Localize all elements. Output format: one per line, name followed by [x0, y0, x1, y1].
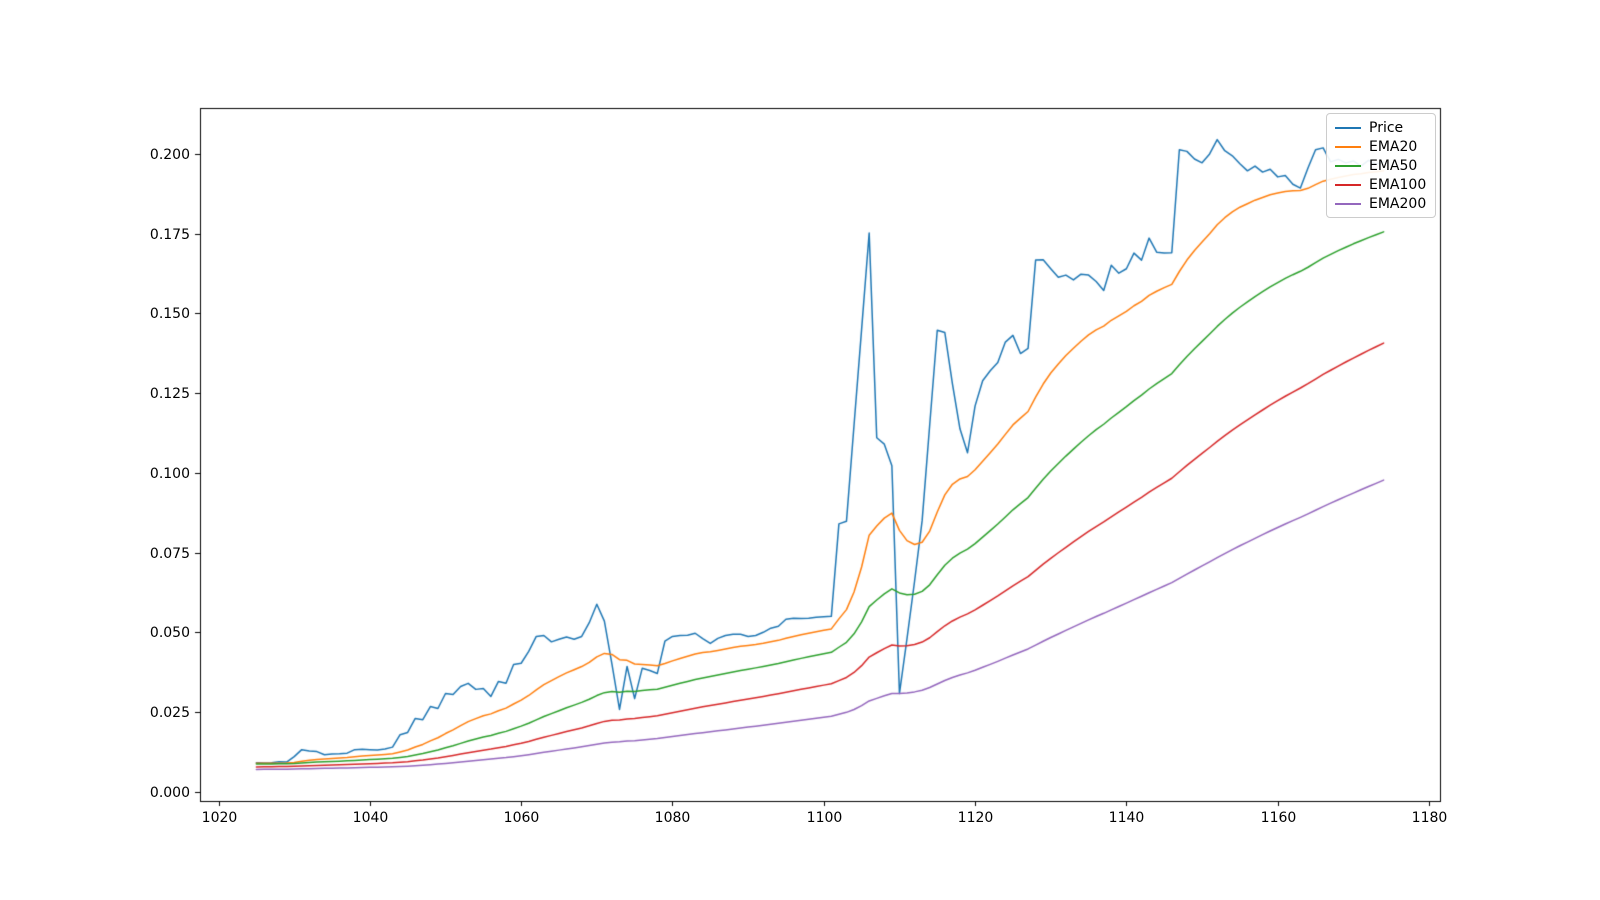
- y-tick-label: 0.100: [149, 465, 190, 482]
- x-tick-label: 1080: [654, 810, 691, 826]
- y-tick-label: 0.050: [149, 624, 190, 641]
- y-tick-label: 0.025: [149, 704, 190, 721]
- y-tick-label: 0.000: [149, 784, 190, 801]
- x-tick-label: 1040: [352, 810, 389, 826]
- legend-line-sample-icon: [1335, 164, 1361, 167]
- legend-entry-ema20: EMA20: [1335, 137, 1426, 156]
- legend-label: Price: [1369, 119, 1404, 136]
- legend-label: EMA20: [1369, 138, 1418, 155]
- x-tick-label: 1160: [1260, 810, 1297, 826]
- legend-entry-price: Price: [1335, 118, 1426, 137]
- y-tick-label: 0.200: [149, 146, 190, 163]
- legend-line-sample-icon: [1335, 126, 1361, 129]
- legend-line-sample-icon: [1335, 202, 1361, 205]
- x-tick-label: 1140: [1108, 810, 1145, 826]
- legend-line-sample-icon: [1335, 145, 1361, 148]
- x-tick-label: 1020: [201, 810, 238, 826]
- x-tick-label: 1060: [503, 810, 540, 826]
- legend-entry-ema100: EMA100: [1335, 175, 1426, 194]
- legend-line-sample-icon: [1335, 183, 1361, 186]
- y-tick-label: 0.075: [149, 545, 190, 562]
- legend-label: EMA50: [1369, 157, 1418, 174]
- y-tick-label: 0.175: [149, 226, 190, 243]
- y-tick-label: 0.125: [149, 385, 190, 402]
- legend-entry-ema200: EMA200: [1335, 194, 1426, 213]
- x-tick-label: 1180: [1411, 810, 1448, 826]
- legend-entry-ema50: EMA50: [1335, 156, 1426, 175]
- x-tick-label: 1120: [957, 810, 994, 826]
- x-tick-label: 1100: [806, 810, 843, 826]
- legend-label: EMA100: [1369, 176, 1427, 193]
- legend: Price EMA20 EMA50 EMA100 EMA200: [1326, 113, 1437, 218]
- y-tick-label: 0.150: [149, 305, 190, 322]
- legend-label: EMA200: [1369, 195, 1427, 212]
